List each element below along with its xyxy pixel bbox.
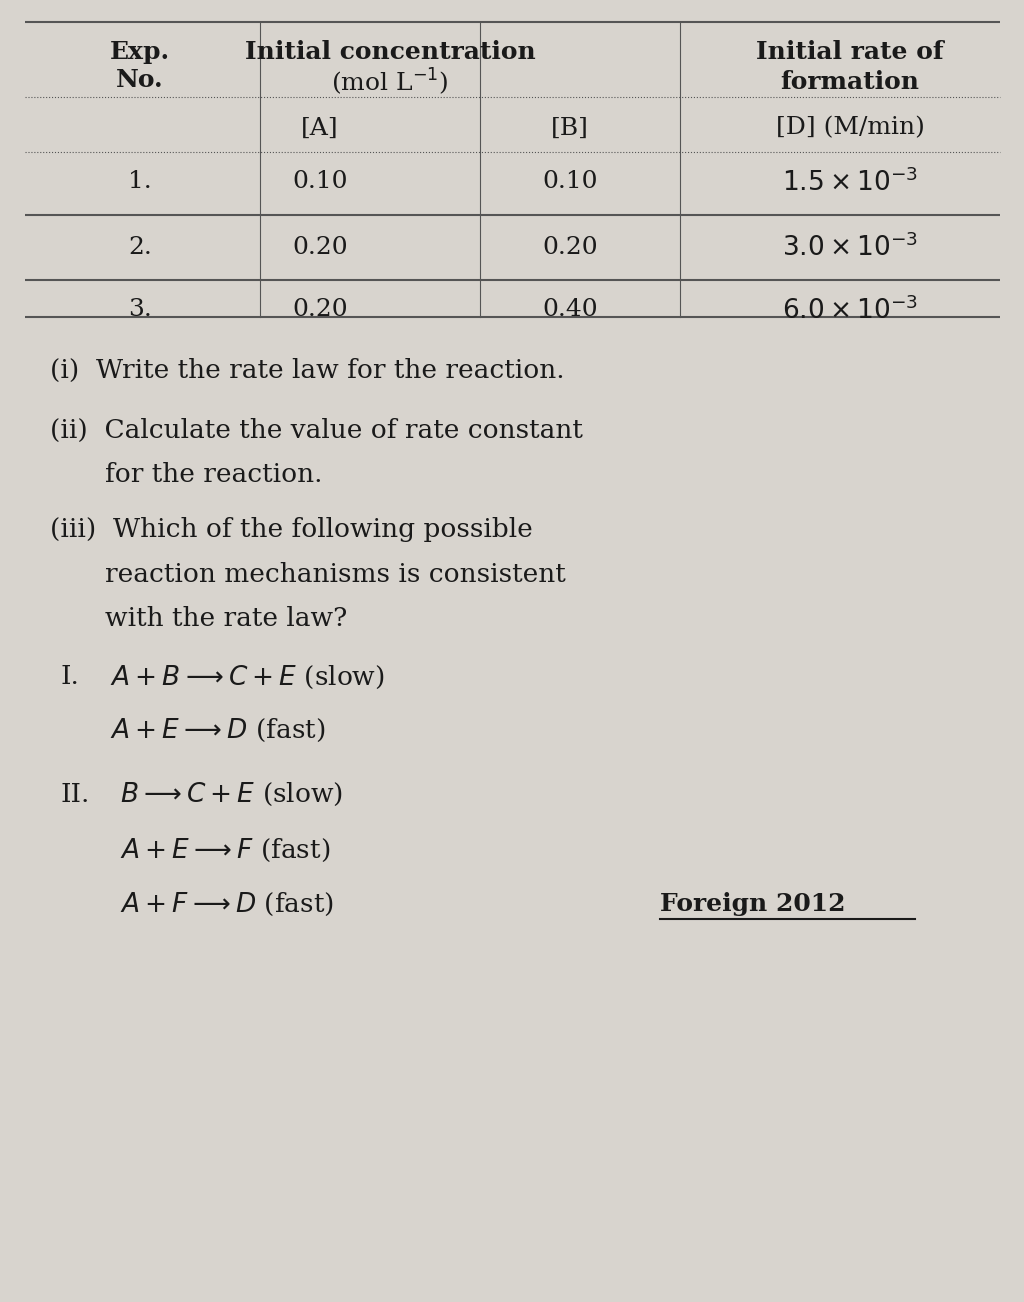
- Text: [B]: [B]: [551, 116, 589, 139]
- Text: 3.: 3.: [128, 298, 152, 322]
- Text: Initial rate of: Initial rate of: [756, 40, 944, 64]
- Text: 0.20: 0.20: [542, 236, 598, 259]
- Text: 0.10: 0.10: [292, 171, 348, 194]
- Text: Foreign 2012: Foreign 2012: [660, 892, 846, 917]
- Text: formation: formation: [780, 70, 920, 94]
- Text: $A + F\longrightarrow D$ (fast): $A + F\longrightarrow D$ (fast): [120, 891, 334, 918]
- Text: 0.20: 0.20: [292, 236, 348, 259]
- Text: (i)  Write the rate law for the reaction.: (i) Write the rate law for the reaction.: [50, 358, 564, 383]
- Text: $3.0\times10^{-3}$: $3.0\times10^{-3}$: [782, 233, 918, 262]
- Text: 0.10: 0.10: [543, 171, 598, 194]
- Text: $1.5\times10^{-3}$: $1.5\times10^{-3}$: [782, 168, 918, 197]
- Text: 1.: 1.: [128, 171, 152, 194]
- Text: $6.0\times10^{-3}$: $6.0\times10^{-3}$: [782, 296, 918, 324]
- Text: with the rate law?: with the rate law?: [105, 605, 347, 630]
- Text: 0.40: 0.40: [542, 298, 598, 322]
- Text: $B\longrightarrow C + E$ (slow): $B\longrightarrow C + E$ (slow): [120, 780, 343, 807]
- Text: (mol L$^{-1}$): (mol L$^{-1}$): [331, 66, 449, 98]
- Text: (iii)  Which of the following possible: (iii) Which of the following possible: [50, 517, 532, 543]
- Text: [D] (M/min): [D] (M/min): [775, 116, 925, 139]
- Text: $A + E\longrightarrow F$ (fast): $A + E\longrightarrow F$ (fast): [120, 836, 331, 863]
- Text: No.: No.: [116, 68, 164, 92]
- Text: I.: I.: [60, 664, 79, 690]
- Text: Exp.: Exp.: [110, 40, 170, 64]
- Text: (ii)  Calculate the value of rate constant: (ii) Calculate the value of rate constan…: [50, 418, 583, 443]
- Text: 0.20: 0.20: [292, 298, 348, 322]
- Text: for the reaction.: for the reaction.: [105, 461, 323, 487]
- Text: [A]: [A]: [301, 116, 339, 139]
- Text: $A + E\longrightarrow D$ (fast): $A + E\longrightarrow D$ (fast): [110, 716, 326, 743]
- Text: reaction mechanisms is consistent: reaction mechanisms is consistent: [105, 561, 565, 586]
- Text: 2.: 2.: [128, 236, 152, 259]
- Text: Initial concentration: Initial concentration: [245, 40, 536, 64]
- Text: II.: II.: [60, 781, 89, 806]
- Text: $A + B\longrightarrow C + E$ (slow): $A + B\longrightarrow C + E$ (slow): [110, 664, 385, 690]
